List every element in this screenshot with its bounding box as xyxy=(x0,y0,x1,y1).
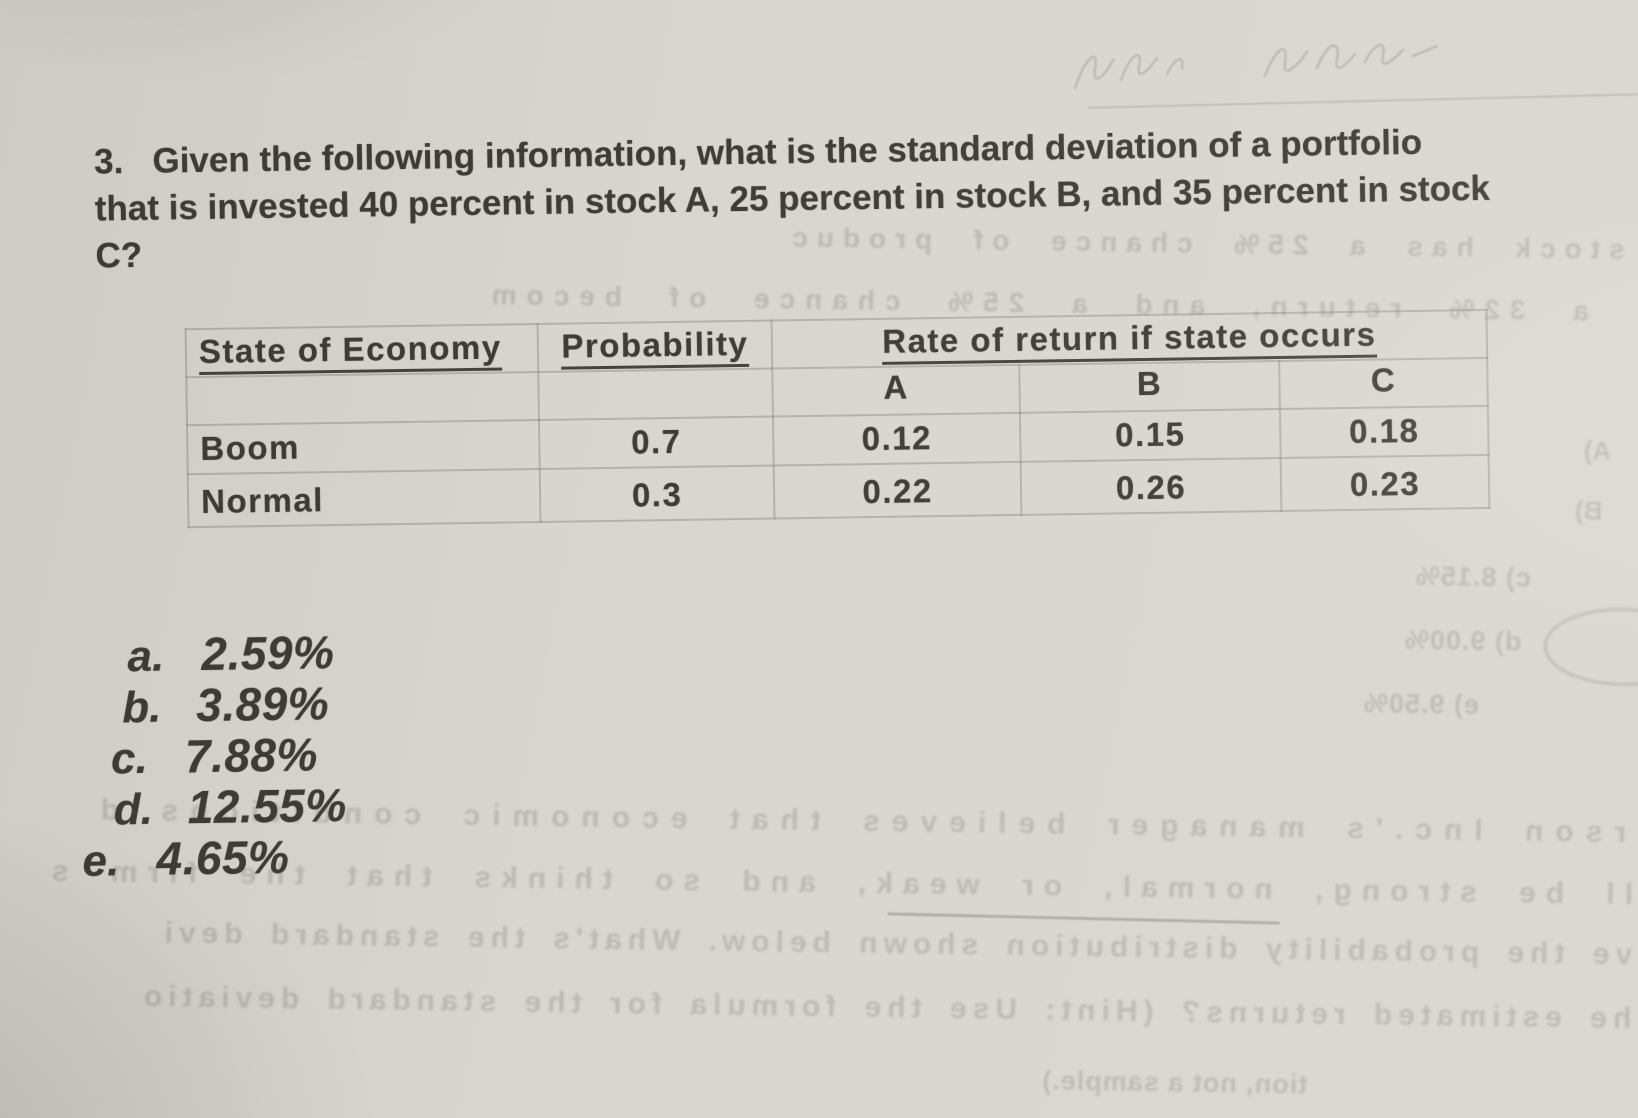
option-value: 4.65% xyxy=(156,830,290,885)
answer-option-c: c. 7.88% xyxy=(110,728,347,784)
return-a-cell: 0.12 xyxy=(772,412,1021,466)
option-letter: c. xyxy=(110,733,149,784)
return-b-cell: 0.26 xyxy=(1020,457,1282,515)
answer-options: a. 2.59% b. 3.89% c. 7.88% d. 12.55% e. 4.65% xyxy=(82,626,348,886)
option-value: 3.89% xyxy=(195,677,330,732)
option-letter: e. xyxy=(82,836,120,886)
question-text: 3. Given the following information, what… xyxy=(94,115,1638,279)
state-cell: Normal xyxy=(187,468,541,528)
answer-option-b: b. 3.89% xyxy=(121,677,346,733)
pencil-scribble-icon xyxy=(1073,43,1439,90)
option-value: 2.59% xyxy=(201,626,335,681)
option-value: 7.88% xyxy=(184,728,319,783)
return-c-cell: 0.18 xyxy=(1279,405,1489,458)
return-b-cell: 0.15 xyxy=(1019,408,1281,462)
return-a-cell: 0.22 xyxy=(773,461,1022,519)
col-header-rate-of-return: Rate of return if state occurs xyxy=(881,315,1377,365)
return-c-cell: 0.23 xyxy=(1280,454,1490,511)
answer-option-a: a. 2.59% xyxy=(127,626,345,682)
option-letter: d. xyxy=(113,784,154,835)
answer-option-e: e. 4.65% xyxy=(82,831,348,886)
option-letter: b. xyxy=(121,682,162,733)
col-header-probability: Probability xyxy=(561,324,749,370)
answer-option-d: d. 12.55% xyxy=(113,778,348,835)
probability-cell: 0.3 xyxy=(539,465,775,522)
state-cell: Boom xyxy=(187,419,540,475)
option-value: 12.55% xyxy=(187,778,348,834)
probability-cell: 0.7 xyxy=(538,416,774,469)
stock-c-header: C xyxy=(1279,357,1488,409)
col-header-state: State of Economy xyxy=(198,328,502,376)
stock-b-header: B xyxy=(1019,361,1280,413)
economy-table: State of Economy Probability Rate of ret… xyxy=(185,309,1491,528)
option-letter: a. xyxy=(127,631,165,682)
stock-a-header: A xyxy=(772,364,1020,417)
